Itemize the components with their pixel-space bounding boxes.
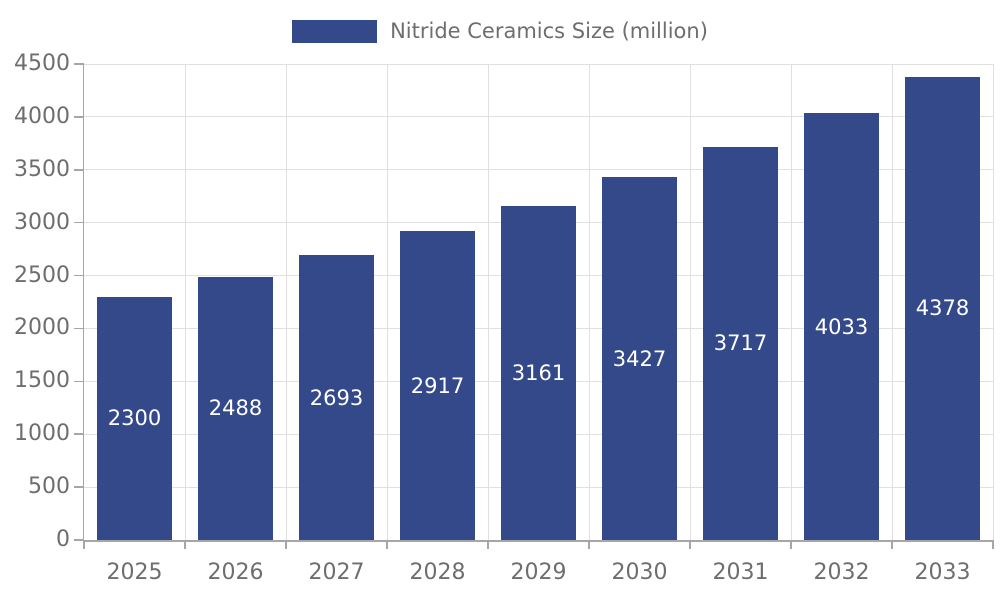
v-gridline: [386, 64, 388, 540]
bar: [905, 76, 980, 540]
bar: [501, 205, 576, 540]
y-tick-mark: [74, 539, 84, 541]
h-gridline: [84, 116, 993, 118]
y-tick-mark: [74, 327, 84, 330]
y-tick-label: 0: [56, 527, 70, 552]
h-gridline: [84, 169, 993, 171]
x-tick-label: 2029: [510, 560, 567, 585]
y-tick-label: 500: [28, 474, 70, 500]
x-tick-mark: [891, 540, 893, 549]
y-tick-label: 2000: [14, 315, 70, 341]
bar-value-label: 2917: [410, 373, 465, 398]
bar: [97, 296, 172, 540]
bar-value-label: 4378: [915, 296, 970, 321]
bar: [703, 146, 778, 540]
y-tick-mark: [74, 433, 84, 435]
bar: [400, 231, 475, 540]
legend-label: Nitride Ceramics Size (million): [390, 19, 708, 43]
legend-swatch: [292, 20, 378, 43]
v-gridline: [790, 64, 792, 540]
x-tick-mark: [184, 540, 186, 549]
y-tick-mark: [74, 63, 84, 65]
v-gridline: [184, 64, 186, 540]
v-gridline: [992, 64, 994, 540]
legend: Nitride Ceramics Size (million): [0, 19, 1000, 44]
x-tick-mark: [588, 540, 590, 549]
v-gridline: [487, 64, 489, 540]
x-tick-mark: [992, 540, 994, 549]
x-tick-mark: [790, 540, 792, 549]
x-tick-label: 2033: [914, 560, 971, 585]
bar-value-label: 2693: [309, 385, 364, 410]
y-tick-label: 1000: [14, 421, 70, 447]
y-tick-mark: [74, 221, 84, 224]
x-tick-label: 2030: [611, 560, 668, 585]
x-tick-label: 2026: [207, 560, 264, 585]
x-axis-line: [84, 539, 993, 542]
y-tick-mark: [74, 274, 84, 277]
y-tick-label: 1500: [14, 368, 70, 394]
bar: [804, 113, 879, 540]
y-tick-label: 4000: [14, 103, 70, 129]
x-tick-label: 2027: [308, 560, 365, 585]
x-tick-mark: [487, 540, 489, 549]
bar-value-label: 2488: [208, 396, 263, 421]
h-gridline: [84, 63, 993, 65]
x-tick-mark: [386, 540, 388, 549]
bar-value-label: 3427: [612, 346, 667, 371]
y-tick-mark: [74, 380, 84, 383]
y-tick-label: 3500: [14, 156, 70, 182]
x-tick-mark: [285, 540, 287, 549]
y-tick-label: 4500: [14, 51, 70, 76]
v-gridline: [891, 64, 893, 540]
y-tick-mark: [74, 169, 84, 171]
bar: [602, 177, 677, 540]
x-tick-mark: [83, 540, 85, 549]
bar-value-label: 2300: [107, 406, 162, 431]
v-gridline: [285, 64, 287, 540]
bar: [198, 276, 273, 540]
v-gridline: [588, 64, 590, 540]
x-tick-label: 2025: [106, 560, 163, 585]
y-tick-mark: [74, 486, 84, 488]
bar: [299, 255, 374, 540]
x-tick-mark: [689, 540, 691, 549]
bar-value-label: 4033: [814, 314, 869, 339]
x-tick-label: 2032: [813, 560, 870, 585]
x-tick-label: 2028: [409, 560, 466, 585]
y-tick-mark: [74, 116, 84, 118]
bar-value-label: 3717: [713, 331, 768, 356]
v-gridline: [689, 64, 691, 540]
x-tick-label: 2031: [712, 560, 769, 585]
bar-value-label: 3161: [511, 360, 566, 385]
y-tick-label: 2500: [14, 262, 70, 288]
y-tick-label: 3000: [14, 209, 70, 235]
y-axis-line: [82, 64, 84, 549]
